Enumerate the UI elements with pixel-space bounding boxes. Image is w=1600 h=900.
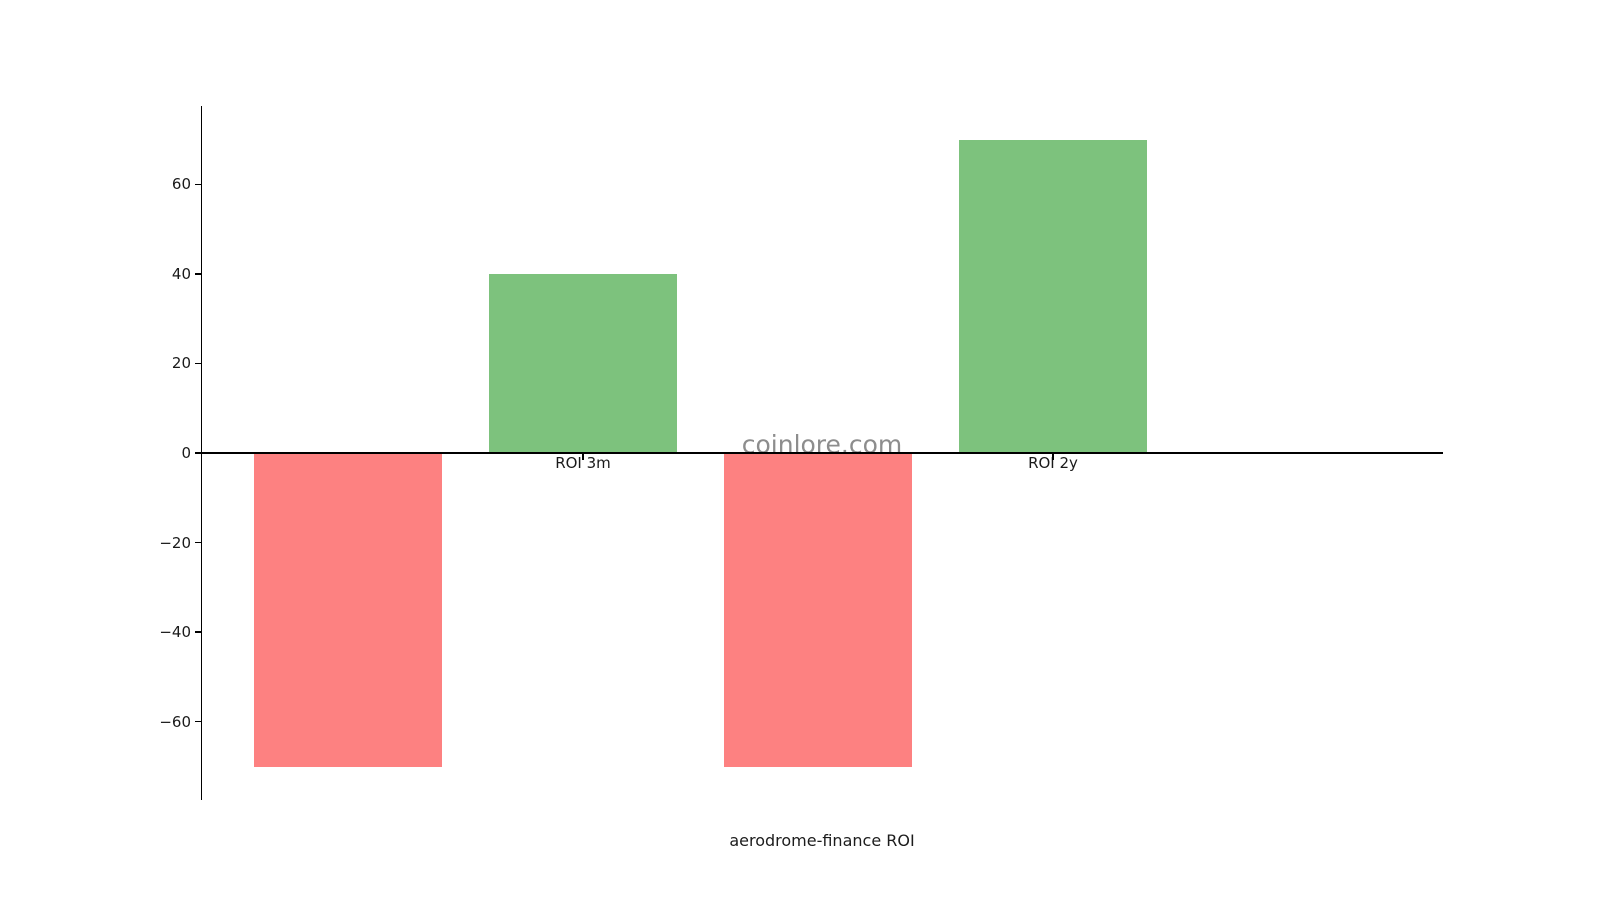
y-tick-label: 60: [171, 175, 191, 194]
x-tick-label: ROI 2y: [1028, 454, 1078, 472]
y-tick-label: 40: [171, 264, 191, 283]
y-tick-mark: [195, 452, 201, 454]
x-tick-label: ROI 3m: [555, 454, 611, 472]
y-tick-label: −60: [159, 712, 191, 731]
y-tick-label: −20: [159, 533, 191, 552]
bar-roi-2y: [959, 139, 1147, 453]
x-axis-title: aerodrome-finance ROI: [729, 831, 915, 850]
x-tick-mark: [582, 453, 584, 460]
y-tick-mark: [195, 362, 201, 365]
y-tick-label: 20: [171, 354, 191, 373]
bar-unlabeled-2: [724, 453, 912, 768]
y-tick-label: 0: [181, 444, 191, 462]
x-axis-line: [201, 452, 1443, 454]
watermark-text: coinlore.com: [741, 430, 903, 459]
y-tick-mark: [195, 720, 201, 723]
bar-roi-3m: [489, 273, 677, 453]
y-tick-label: −40: [159, 623, 191, 642]
bar-unlabeled-0: [254, 453, 442, 768]
y-tick-mark: [195, 541, 201, 544]
x-tick-mark: [1052, 453, 1054, 460]
y-tick-mark: [195, 631, 201, 633]
y-tick-mark: [195, 183, 201, 186]
y-tick-mark: [195, 273, 201, 275]
